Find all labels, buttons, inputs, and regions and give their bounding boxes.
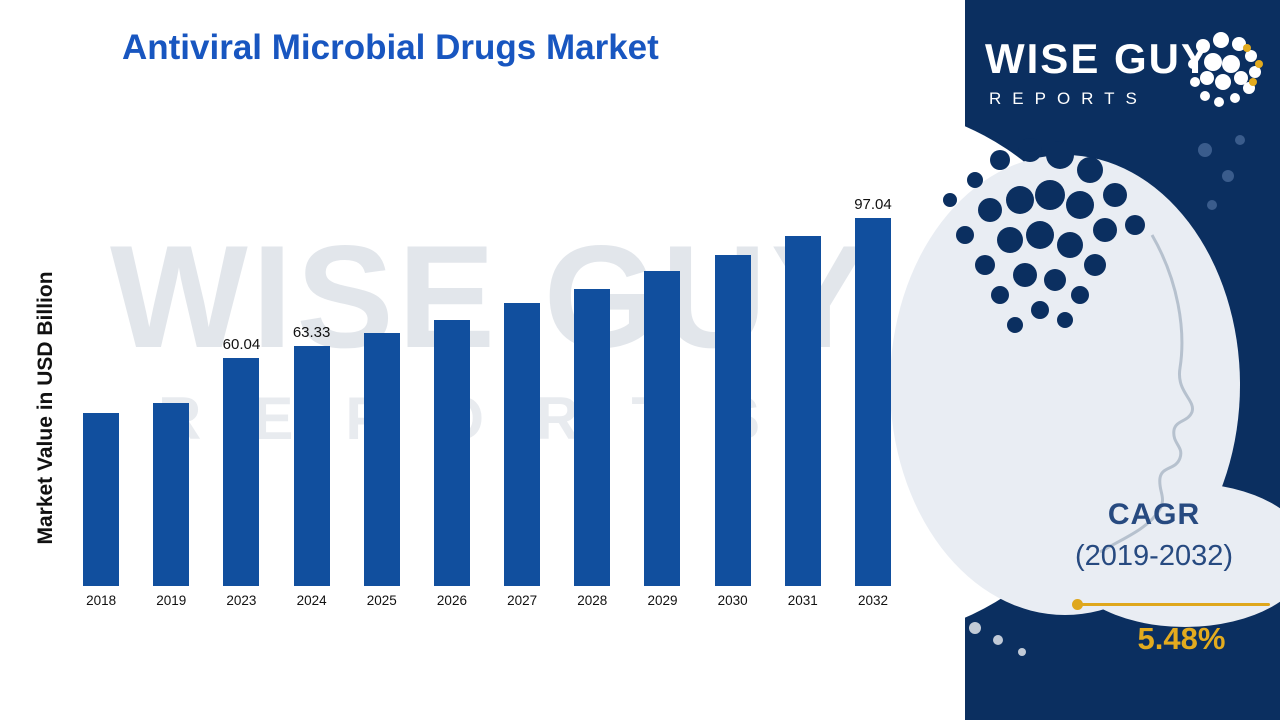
- bar-column: 2027: [487, 303, 557, 610]
- page-title: Antiviral Microbial Drugs Market: [122, 28, 659, 67]
- bar-column: 2026: [417, 320, 487, 610]
- bar: [293, 346, 330, 586]
- bar: [854, 218, 891, 586]
- bar-column: 60.04 2023: [206, 336, 276, 610]
- x-axis-tick-label: 2029: [647, 593, 678, 608]
- bar-column: 2031: [768, 236, 838, 610]
- bar-value-label: 60.04: [222, 336, 261, 353]
- x-axis-tick-label: 2030: [717, 593, 748, 608]
- bar-column: 2025: [347, 333, 417, 610]
- cagr-range: (2019-2032): [1075, 540, 1233, 572]
- bar: [714, 255, 751, 586]
- cagr-block: CAGR (2019-2032) 5.48%: [1038, 498, 1270, 657]
- bar-column: 2018: [66, 413, 136, 610]
- bar-column: 2030: [698, 255, 768, 610]
- bar: [153, 403, 190, 586]
- bar-column: 97.04 2032: [838, 196, 908, 610]
- x-axis-tick-label: 2027: [507, 593, 538, 608]
- face-profile-line: [1099, 234, 1194, 554]
- brand-logo: WISE GUY REPORTS: [985, 32, 1275, 109]
- bar-value-label: 63.33: [292, 324, 331, 341]
- x-axis-tick-label: 2018: [86, 593, 117, 608]
- logo-face-icon: [1188, 32, 1263, 107]
- bar-chart: 2018 2019 60.04 2023 63.33 2024 2025 2026 2027 20…: [66, 196, 908, 610]
- bar-column: 2028: [557, 289, 627, 610]
- cagr-line-dot: [1072, 599, 1083, 610]
- bar: [574, 289, 611, 586]
- bar-column: 63.33 2024: [277, 324, 347, 610]
- bar: [504, 303, 541, 586]
- x-axis-tick-label: 2024: [296, 593, 327, 608]
- x-axis-tick-label: 2023: [226, 593, 257, 608]
- bar: [223, 358, 260, 586]
- brand-subtitle: REPORTS: [989, 89, 1148, 108]
- cagr-value: 5.48%: [1137, 621, 1226, 656]
- bar: [784, 236, 821, 586]
- bar: [433, 320, 470, 586]
- neck-dots: [969, 622, 1026, 656]
- x-axis-tick-label: 2025: [366, 593, 397, 608]
- bar-value-label: 97.04: [854, 196, 892, 213]
- halftone-dots: [943, 138, 1145, 333]
- cagr-label: CAGR: [1107, 498, 1201, 531]
- bar-column: 2029: [627, 271, 697, 610]
- x-axis-tick-label: 2026: [436, 593, 467, 608]
- panel-dots: [1198, 135, 1245, 210]
- bar: [83, 413, 120, 586]
- bar: [644, 271, 681, 586]
- x-axis-tick-label: 2031: [787, 593, 818, 608]
- bar-column: 2019: [136, 403, 206, 610]
- x-axis-tick-label: 2019: [156, 593, 187, 608]
- cagr-underline: [1072, 599, 1270, 610]
- brand-name: WISE GUY: [985, 35, 1212, 82]
- y-axis-label: Market Value in USD Billion: [34, 271, 57, 545]
- x-axis-tick-label: 2032: [857, 593, 888, 608]
- bar: [363, 333, 400, 586]
- x-axis-tick-label: 2028: [577, 593, 608, 608]
